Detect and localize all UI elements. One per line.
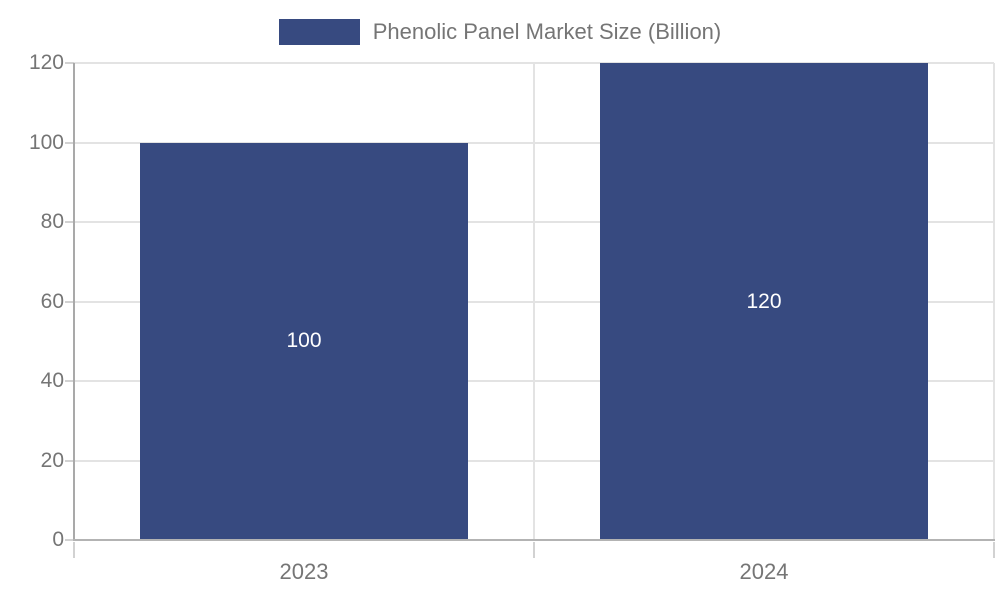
x-tick-label: 2024: [739, 559, 789, 584]
x-tick-mark: [993, 542, 995, 558]
y-tick-mark: [65, 539, 74, 541]
y-tick-label: 0: [52, 528, 64, 551]
x-axis: 2023 2024: [74, 559, 994, 589]
v-gridline: [533, 63, 535, 540]
y-tick-mark: [65, 459, 74, 462]
y-axis-line: [73, 63, 75, 540]
x-tick-label: 2023: [279, 559, 329, 584]
bar: 100: [139, 142, 469, 540]
category-cell: 100: [74, 63, 534, 540]
y-tick-label: 20: [40, 448, 64, 472]
y-tick-mark: [65, 62, 74, 64]
y-tick-label: 80: [40, 210, 64, 234]
y-tick-label: 120: [28, 51, 64, 74]
x-axis-line: [73, 539, 995, 541]
y-axis: 0 20 40 60 80 100 120: [0, 52, 64, 551]
v-gridline: [993, 63, 995, 540]
y-tick-label: 60: [40, 289, 64, 313]
legend-swatch: [278, 18, 360, 45]
y-tick-mark: [65, 221, 74, 224]
x-tick-mark: [73, 542, 75, 558]
bar-value-label: 100: [286, 329, 322, 353]
y-tick-mark: [65, 141, 74, 144]
legend-label: Phenolic Panel Market Size (Billion): [372, 19, 722, 44]
bar-value-label: 120: [746, 289, 782, 313]
y-tick-mark: [65, 300, 74, 303]
y-tick-label: 100: [28, 130, 64, 154]
plot-area: 100 120: [65, 62, 995, 558]
category-cell: 120: [534, 63, 994, 540]
y-tick-mark: [65, 380, 74, 383]
y-tick-label: 40: [40, 369, 64, 393]
bar: 120: [599, 63, 929, 540]
legend: Phenolic Panel Market Size (Billion): [0, 18, 1000, 45]
x-tick-mark: [533, 542, 535, 558]
